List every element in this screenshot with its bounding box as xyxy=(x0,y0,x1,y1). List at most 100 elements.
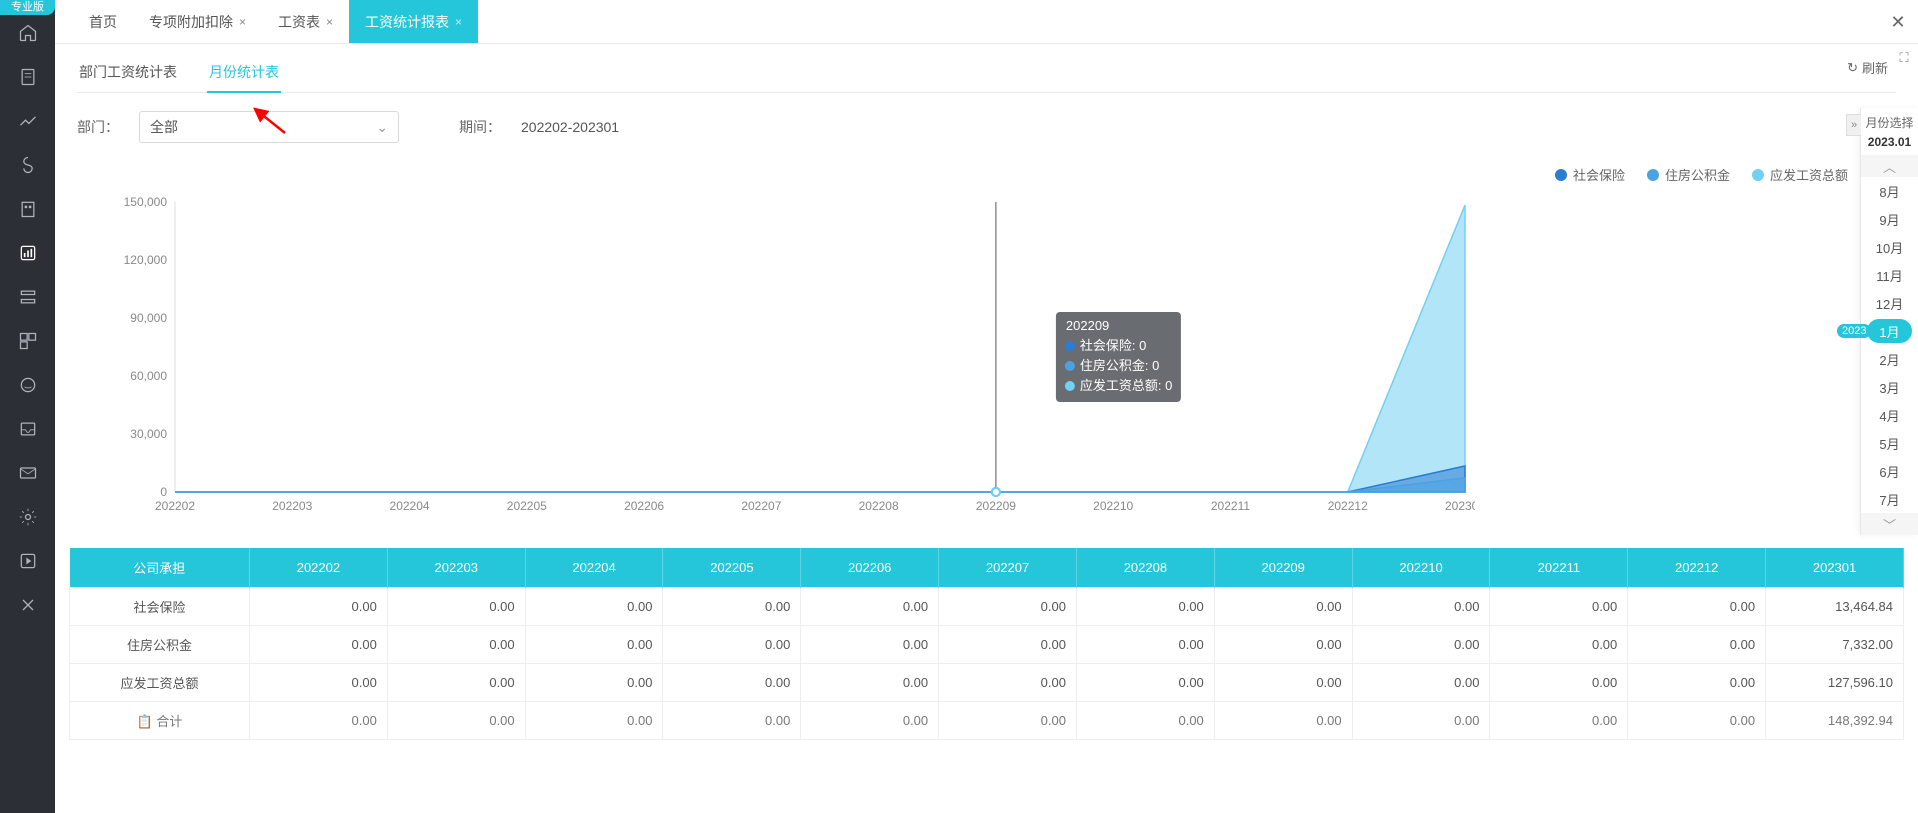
table-cell: 0.00 xyxy=(939,588,1077,626)
tab-close-icon[interactable]: × xyxy=(455,15,462,29)
table-cell: 0.00 xyxy=(387,702,525,740)
nav-inbox-icon[interactable] xyxy=(17,418,39,440)
table-cell: 0.00 xyxy=(1076,702,1214,740)
table-cell: 0.00 xyxy=(1628,588,1766,626)
table-col-header: 202209 xyxy=(1214,548,1352,588)
period-value: 202202-202301 xyxy=(521,119,619,135)
legend-label: 住房公积金 xyxy=(1665,165,1730,184)
month-item[interactable]: 3月 xyxy=(1861,373,1918,401)
nav-play-icon[interactable] xyxy=(17,550,39,572)
month-item[interactable]: 4月 xyxy=(1861,401,1918,429)
dept-select-value: 全部 xyxy=(150,117,178,137)
month-item[interactable]: 2月 xyxy=(1861,345,1918,373)
edition-badge: 专业版 xyxy=(0,0,55,15)
nav-mail-icon[interactable] xyxy=(17,462,39,484)
month-selector-panel: » 月份选择 2023.01 ︿ 8月9月10月11月12月1月20232月3月… xyxy=(1860,108,1918,535)
tab-label: 工资统计报表 xyxy=(365,12,449,32)
filter-bar: 部门： 全部 ⌄ 期间： 202202-202301 xyxy=(55,93,1918,161)
refresh-label: 刷新 xyxy=(1862,58,1888,77)
nav-report-icon[interactable] xyxy=(17,242,39,264)
subtab-1[interactable]: 月份统计表 xyxy=(207,54,281,92)
month-item[interactable]: 9月 xyxy=(1861,205,1918,233)
chart-legend: 社会保险 住房公积金 应发工资总额 xyxy=(85,161,1888,192)
salary-chart: 030,00060,00090,000120,000150,0002022022… xyxy=(85,192,1475,532)
table-footer-label: 📋 合计 xyxy=(70,702,250,740)
tab-3[interactable]: 工资统计报表 × xyxy=(349,0,478,43)
table-cell: 7,332.00 xyxy=(1766,626,1904,664)
month-item[interactable]: 10月 xyxy=(1861,233,1918,261)
month-scroll-down[interactable]: ﹀ xyxy=(1861,513,1918,535)
tab-1[interactable]: 专项附加扣除 × xyxy=(133,0,262,43)
tab-2[interactable]: 工资表 × xyxy=(262,0,349,43)
table-cell: 0.00 xyxy=(1352,588,1490,626)
subtab-0[interactable]: 部门工资统计表 xyxy=(77,54,179,92)
nav-more-icon[interactable] xyxy=(17,594,39,616)
month-item[interactable]: 11月 xyxy=(1861,261,1918,289)
table-cell: 0.00 xyxy=(1628,626,1766,664)
nav-tools-icon[interactable] xyxy=(17,286,39,308)
table-cell: 0.00 xyxy=(801,626,939,664)
table-col-header: 202204 xyxy=(525,548,663,588)
month-item[interactable]: 6月 xyxy=(1861,457,1918,485)
svg-text:0: 0 xyxy=(160,485,167,499)
month-item[interactable]: 8月 xyxy=(1861,177,1918,205)
tab-label: 工资表 xyxy=(278,12,320,32)
table-cell: 0.00 xyxy=(1076,588,1214,626)
svg-text:应发工资总额: 0: 应发工资总额: 0 xyxy=(1080,378,1172,393)
svg-text:202301: 202301 xyxy=(1445,499,1475,513)
month-item[interactable]: 1月2023 xyxy=(1867,319,1912,343)
table-cell: 0.00 xyxy=(1076,626,1214,664)
refresh-button[interactable]: ↻ 刷新 xyxy=(1847,58,1888,77)
legend-item[interactable]: 应发工资总额 xyxy=(1752,165,1848,184)
table-cell: 0.00 xyxy=(1628,664,1766,702)
legend-item[interactable]: 住房公积金 xyxy=(1647,165,1730,184)
table-cell: 0.00 xyxy=(525,588,663,626)
table-cell: 0.00 xyxy=(250,664,388,702)
svg-text:202212: 202212 xyxy=(1328,499,1368,513)
svg-text:202203: 202203 xyxy=(272,499,312,513)
table-row-label: 住房公积金 xyxy=(70,626,250,664)
legend-label: 社会保险 xyxy=(1573,165,1625,184)
legend-item[interactable]: 社会保险 xyxy=(1555,165,1625,184)
table-cell: 0.00 xyxy=(525,626,663,664)
table-cell: 0.00 xyxy=(1076,664,1214,702)
table-cell: 0.00 xyxy=(525,664,663,702)
table-cell: 0.00 xyxy=(250,588,388,626)
table-cell: 0.00 xyxy=(1214,664,1352,702)
table-cell: 0.00 xyxy=(387,626,525,664)
month-scroll-up[interactable]: ︿ xyxy=(1861,155,1918,177)
nav-doc-icon[interactable] xyxy=(17,66,39,88)
svg-text:202204: 202204 xyxy=(390,499,430,513)
nav-misc-icon[interactable] xyxy=(17,374,39,396)
table-cell: 0.00 xyxy=(939,664,1077,702)
nav-chart-icon[interactable] xyxy=(17,110,39,132)
nav-settings-icon[interactable] xyxy=(17,506,39,528)
svg-text:社会保险: 0: 社会保险: 0 xyxy=(1080,338,1146,353)
tab-label: 专项附加扣除 xyxy=(149,12,233,32)
table-cell: 0.00 xyxy=(1490,664,1628,702)
panel-collapse-handle[interactable]: » xyxy=(1846,114,1861,136)
table-row-label: 社会保险 xyxy=(70,588,250,626)
tab-close-icon[interactable]: × xyxy=(239,15,246,29)
dept-select[interactable]: 全部 ⌄ xyxy=(139,111,399,143)
svg-text:202209: 202209 xyxy=(1066,318,1109,333)
month-item[interactable]: 7月 xyxy=(1861,485,1918,513)
nav-home-icon[interactable] xyxy=(17,22,39,44)
svg-text:90,000: 90,000 xyxy=(130,311,167,325)
month-item[interactable]: 12月 xyxy=(1861,289,1918,317)
nav-money-icon[interactable] xyxy=(17,154,39,176)
tab-0[interactable]: 首页 xyxy=(73,0,133,43)
table-col-header: 202208 xyxy=(1076,548,1214,588)
svg-text:202211: 202211 xyxy=(1211,499,1250,513)
nav-dashboard-icon[interactable] xyxy=(17,330,39,352)
nav-building-icon[interactable] xyxy=(17,198,39,220)
svg-text:住房公积金: 0: 住房公积金: 0 xyxy=(1080,358,1159,373)
svg-text:202210: 202210 xyxy=(1093,499,1133,513)
tab-close-icon[interactable]: × xyxy=(326,15,333,29)
chart-container: 社会保险住房公积金应发工资总额 030,00060,00090,000120,0… xyxy=(55,161,1918,542)
table-cell: 148,392.94 xyxy=(1766,702,1904,740)
close-all-tabs-icon[interactable]: ✕ xyxy=(1886,10,1910,34)
table-row-label: 应发工资总额 xyxy=(70,664,250,702)
month-item[interactable]: 5月 xyxy=(1861,429,1918,457)
table-row: 应发工资总额0.000.000.000.000.000.000.000.000.… xyxy=(70,664,1904,702)
